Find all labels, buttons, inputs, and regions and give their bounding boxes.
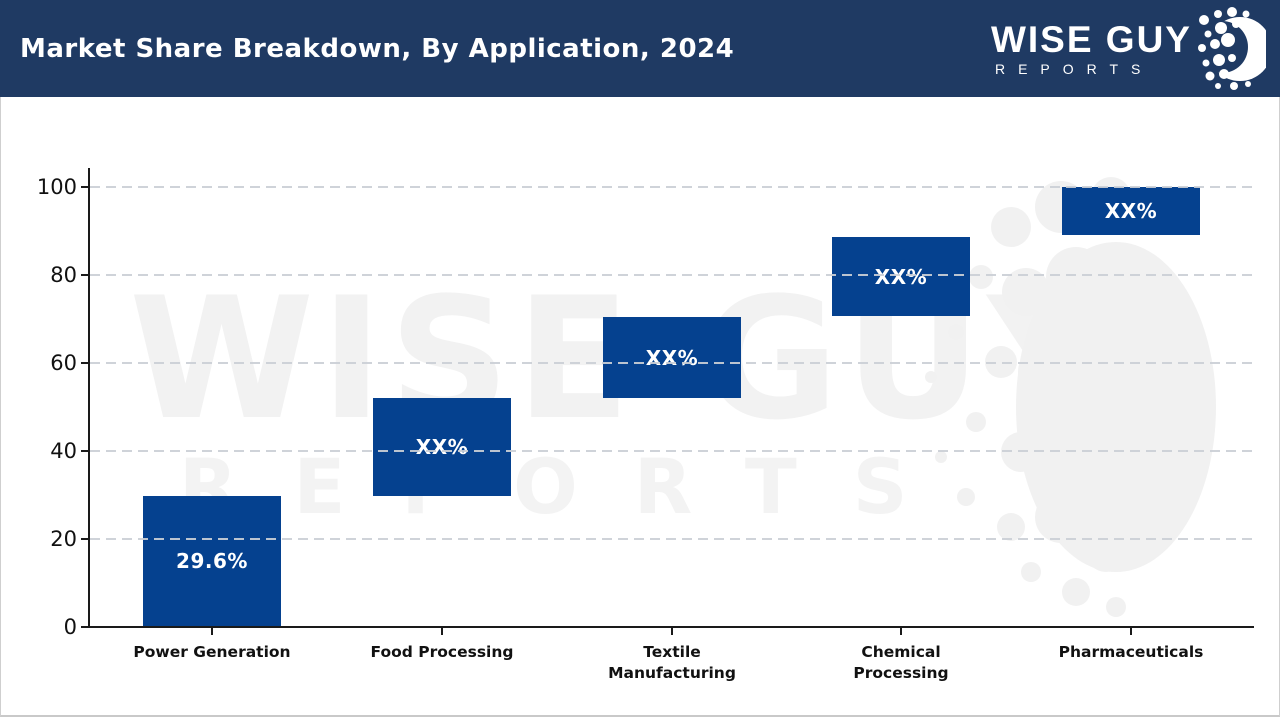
gridline-60	[90, 362, 1254, 364]
bar-textile-manufacturing: XX%	[603, 317, 741, 399]
bar-value-label: 29.6%	[176, 548, 248, 573]
y-axis-tick-label: 100	[36, 175, 77, 199]
y-axis-line	[88, 168, 90, 628]
y-axis-tick-label: 80	[50, 263, 77, 287]
y-axis-tick-label: 40	[50, 439, 77, 463]
gridline-20	[90, 538, 1254, 540]
x-axis-tick	[441, 628, 443, 635]
wise-guy-reports-logo: WISE GUY REPORTS	[991, 6, 1266, 92]
x-axis-category-label: Power Generation	[133, 643, 291, 661]
chart-card: WISE GUY REPORTS 29.6% XX% XX% XX% XX% 0 20 40 6…	[0, 97, 1280, 717]
bar-food-processing: XX%	[373, 398, 511, 496]
bar-value-label: XX%	[645, 345, 699, 370]
y-axis-tick	[81, 450, 88, 452]
bar-chemical-processing: XX%	[832, 237, 970, 317]
watermark-subtitle: REPORTS	[179, 442, 964, 531]
bar-value-label: XX%	[415, 434, 469, 459]
x-axis-tick	[900, 628, 902, 635]
logo-subtitle: REPORTS	[994, 60, 1154, 77]
y-axis-tick-label: 20	[50, 527, 77, 551]
x-axis-line	[88, 626, 1254, 628]
x-axis-category-label: Chemical Processing	[853, 643, 949, 682]
bar-pharmaceuticals: XX%	[1062, 187, 1200, 235]
y-axis-tick-label: 60	[50, 351, 77, 375]
gridline-100	[90, 186, 1254, 188]
gridline-80	[90, 274, 1254, 276]
y-axis-tick	[81, 274, 88, 276]
header-bar: Market Share Breakdown, By Application, …	[0, 0, 1280, 97]
bar-value-label: XX%	[874, 264, 928, 289]
x-axis-category-label: Food Processing	[370, 643, 514, 661]
logo-face-icon	[1196, 6, 1266, 90]
y-axis-tick	[81, 626, 88, 628]
x-axis-tick	[1130, 628, 1132, 635]
x-axis-category-label: Pharmaceuticals	[1058, 643, 1204, 661]
x-axis-category-label: Textile Manufacturing	[608, 643, 736, 682]
y-axis-tick	[81, 538, 88, 540]
x-axis-tick	[671, 628, 673, 635]
bar-power-generation: 29.6%	[143, 495, 281, 626]
logo-wordmark: WISE GUY	[990, 18, 1192, 60]
gridline-40	[90, 450, 1254, 452]
y-axis-tick	[81, 362, 88, 364]
x-axis-tick	[211, 628, 213, 635]
y-axis-tick-label: 0	[63, 615, 77, 639]
chart-title: Market Share Breakdown, By Application, …	[20, 33, 735, 64]
bar-value-label: XX%	[1104, 199, 1158, 224]
y-axis-tick	[81, 186, 88, 188]
logo-wordmark-block: WISE GUY REPORTS	[990, 18, 1192, 78]
